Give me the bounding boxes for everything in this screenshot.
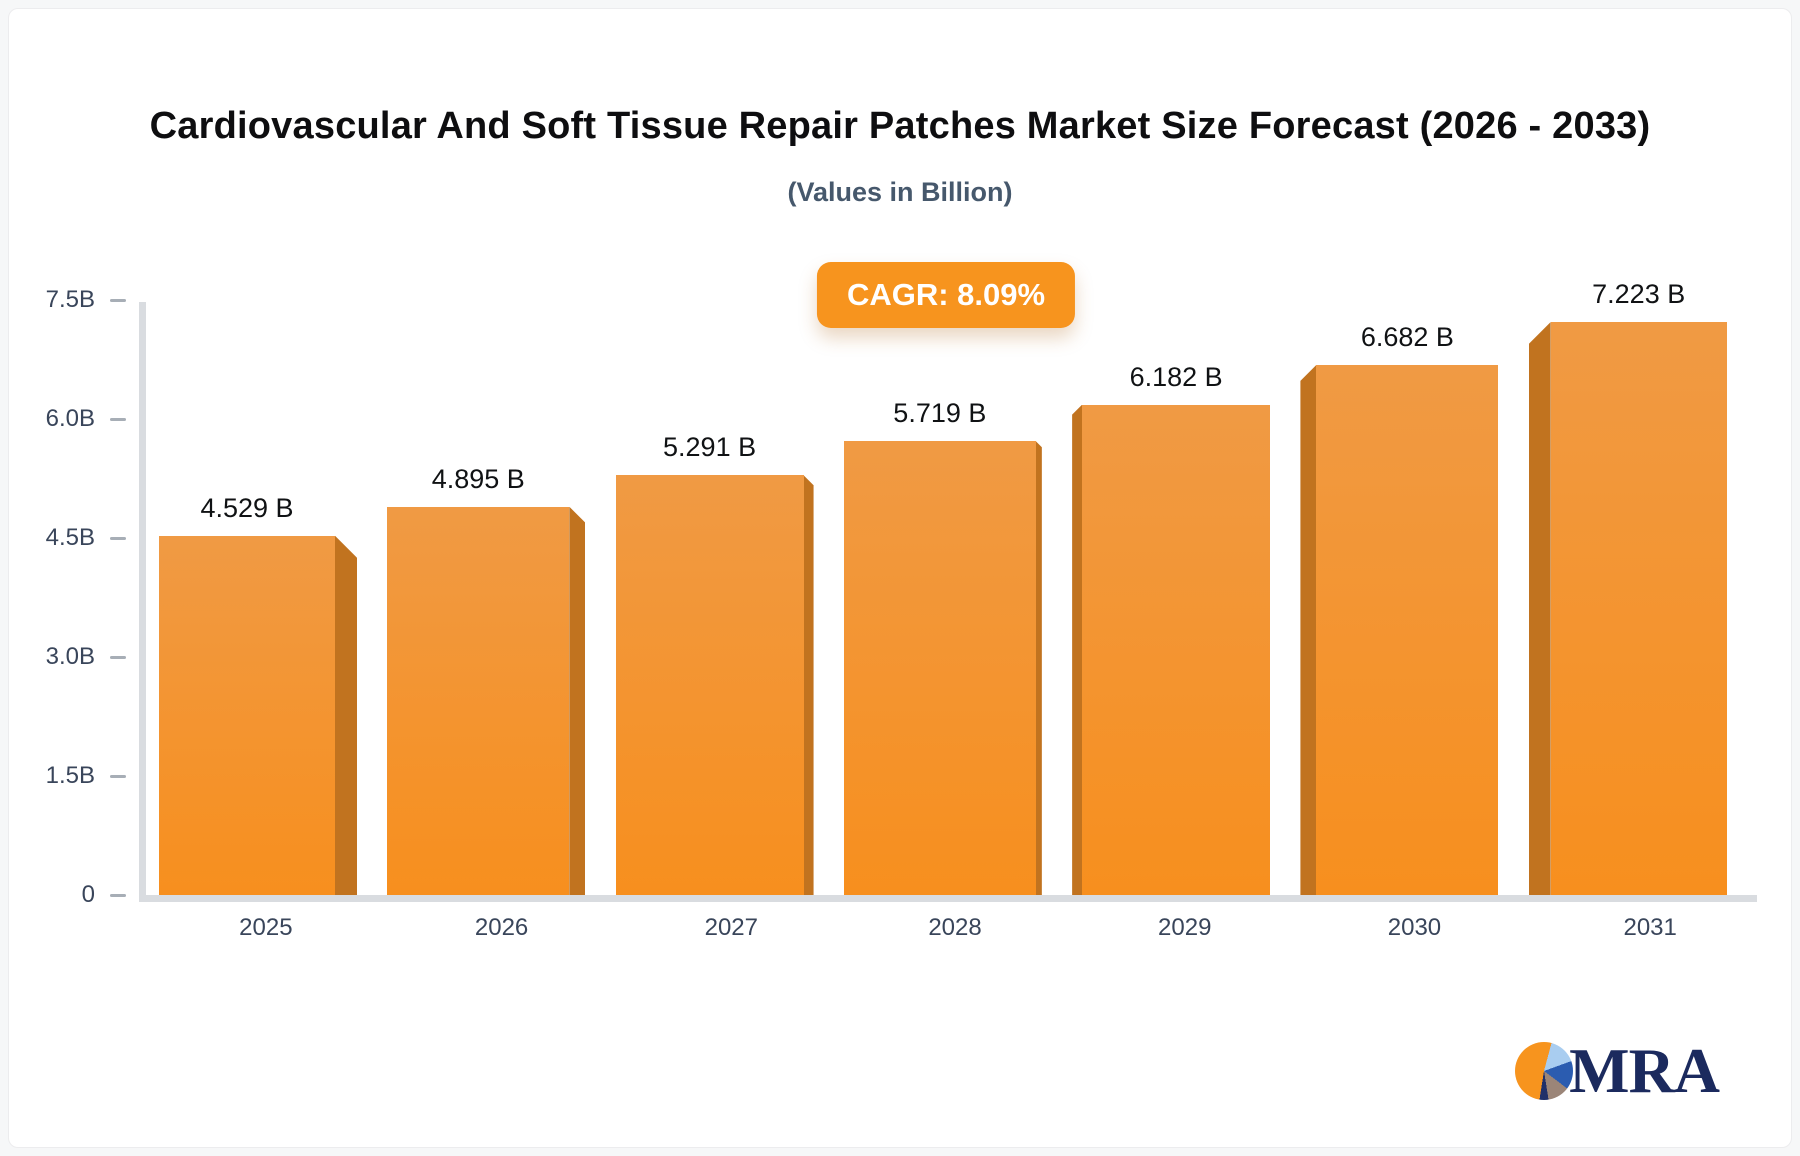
bar-2026: 4.895 B <box>387 464 586 895</box>
y-tick-0: 0 <box>40 881 126 909</box>
y-tick-label: 4.5B <box>45 524 95 551</box>
y-tick-6.0B: 6.0B <box>40 405 126 433</box>
bar-2029: 6.182 B <box>1072 362 1271 895</box>
bar-face-2031 <box>1550 321 1727 895</box>
bar-slot-2031: 7.223 B <box>1528 279 1757 895</box>
x-axis-label-2028: 2028 <box>928 914 982 941</box>
y-tick-dash <box>110 536 126 540</box>
y-tick-4.5B: 4.5B <box>40 524 126 552</box>
x-axis-label-2029: 2029 <box>1158 914 1212 941</box>
x-axis-baseline <box>139 895 1757 902</box>
bar-side-2026 <box>569 506 586 895</box>
bar-face-2026 <box>387 506 570 895</box>
bar-side-2025 <box>335 535 357 895</box>
cagr-badge: CAGR: 8.09% <box>816 262 1076 328</box>
y-tick-3.0B: 3.0B <box>40 643 126 671</box>
bar-face-2030 <box>1316 364 1499 895</box>
y-tick-1.5B: 1.5B <box>40 762 126 790</box>
bar-slot-2028: 5.719 B <box>843 300 1072 895</box>
x-axis-label-2030: 2030 <box>1387 914 1442 941</box>
bar-value-label-2031: 7.223 B <box>1592 278 1686 309</box>
brand-logo: MRA <box>1515 1035 1720 1106</box>
bar-value-label-2028: 5.719 B <box>893 398 987 429</box>
chart-subtitle: (Values in Billion) <box>787 177 1013 207</box>
bar-value-label-2026: 4.895 B <box>431 463 525 494</box>
bar-slot-2026: 4.895 B <box>387 300 615 895</box>
bar-2031: 7.223 B <box>1528 279 1727 895</box>
bar-side-2028 <box>1035 441 1042 895</box>
bar-face-2025 <box>159 535 335 895</box>
x-axis-label-2026: 2026 <box>474 914 529 941</box>
bar-side-2029 <box>1072 404 1083 895</box>
bar-2027: 5.291 B <box>615 432 814 895</box>
x-axis-label-2031: 2031 <box>1623 914 1677 941</box>
bar-side-2030 <box>1300 364 1317 895</box>
y-tick-label: 0 <box>81 881 95 908</box>
y-tick-dash <box>110 774 126 778</box>
y-tick-dash <box>110 893 126 897</box>
y-tick-dash <box>110 417 126 421</box>
bar-2025: 4.529 B <box>159 493 357 895</box>
bar-2028: 5.719 B <box>843 398 1042 895</box>
y-tick-label: 3.0B <box>45 643 95 670</box>
bar-value-label-2029: 6.182 B <box>1129 361 1223 392</box>
x-axis-labels: 2025 2026 2027 2028 2029 2030 2031 <box>159 914 1757 942</box>
plot-area: 4.529 B 4.895 B 5.291 B 5.719 B 6.182 B 6.682… <box>159 279 1757 895</box>
bar-side-2031 <box>1528 321 1551 895</box>
chart-title: Cardiovascular And Soft Tissue Repair Pa… <box>149 105 1651 147</box>
y-tick-label: 7.5B <box>45 286 95 313</box>
y-tick-label: 1.5B <box>45 762 95 789</box>
x-axis-label-2025: 2025 <box>239 914 293 941</box>
bar-side-2027 <box>803 475 814 895</box>
pie-chart-logo-icon <box>1515 1042 1574 1100</box>
bar-face-2027 <box>615 475 804 895</box>
y-tick-dash <box>110 298 126 302</box>
chart-card: Cardiovascular And Soft Tissue Repair Pa… <box>8 8 1792 1148</box>
bars-container: 4.529 B 4.895 B 5.291 B 5.719 B 6.182 B 6.682… <box>159 279 1757 895</box>
bar-value-label-2025: 4.529 B <box>200 492 294 523</box>
bar-slot-2029: 6.182 B <box>1072 300 1300 895</box>
bar-value-label-2027: 5.291 B <box>663 432 757 463</box>
y-tick-label: 6.0B <box>45 405 95 432</box>
bar-face-2028 <box>843 441 1036 895</box>
y-tick-dash <box>110 655 126 659</box>
y-tick-7.5B: 7.5B <box>40 286 126 314</box>
bar-slot-2030: 6.682 B <box>1300 300 1528 895</box>
bar-value-label-2030: 6.682 B <box>1360 321 1454 352</box>
bar-slot-2027: 5.291 B <box>615 300 844 895</box>
x-axis-label-2027: 2027 <box>704 914 758 941</box>
brand-logo-text: MRA <box>1569 1035 1720 1106</box>
y-axis-ticks: 7.5B 6.0B 4.5B 3.0B 1.5B 0 <box>29 286 126 908</box>
bar-2030: 6.682 B <box>1300 322 1499 895</box>
bar-slot-2025: 4.529 B <box>159 300 387 895</box>
bar-face-2029 <box>1082 404 1271 895</box>
y-axis-line <box>139 302 146 898</box>
